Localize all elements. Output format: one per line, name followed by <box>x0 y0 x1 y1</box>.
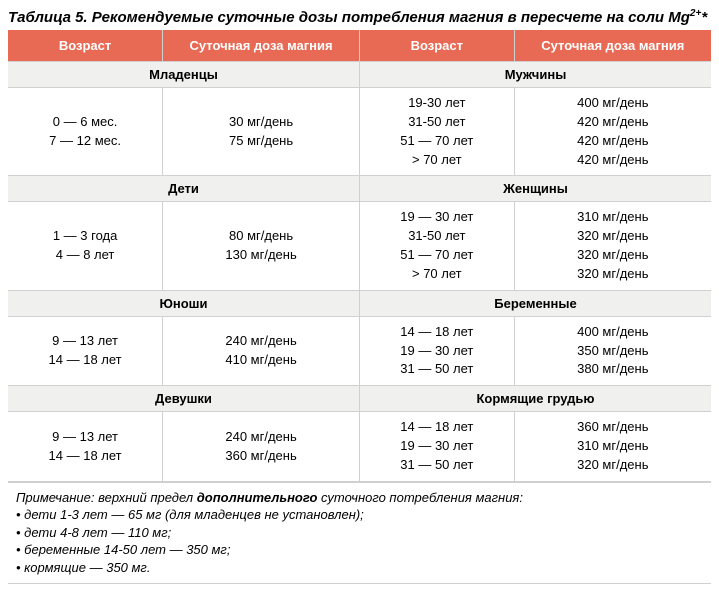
header-dose-right: Суточная доза магния <box>514 30 711 62</box>
magnesium-table: Возраст Суточная доза магния Возраст Сут… <box>8 30 711 482</box>
section-header-left: Дети <box>8 176 359 202</box>
table-title: Таблица 5. Рекомендуемые суточные дозы п… <box>8 8 711 26</box>
age-cell-right: 19-30 лет31-50 лет51 — 70 лет> 70 лет <box>359 88 514 176</box>
footnote-intro-bold: дополнительного <box>197 490 318 505</box>
dose-cell-right: 400 мг/день350 мг/день380 мг/день <box>514 316 711 386</box>
footnote-line: • дети 4-8 лет — 110 мг; <box>16 524 703 542</box>
dose-cell-left: 30 мг/день75 мг/день <box>163 88 360 176</box>
title-suffix: * <box>701 9 707 26</box>
age-cell-left: 0 — 6 мес.7 — 12 мес. <box>8 88 163 176</box>
footnote-line: • дети 1-3 лет — 65 мг (для младенцев не… <box>16 506 703 524</box>
age-cell-right: 19 — 30 лет31-50 лет51 — 70 лет> 70 лет <box>359 202 514 290</box>
dose-cell-right: 360 мг/день310 мг/день320 мг/день <box>514 412 711 482</box>
section-header-left: Юноши <box>8 290 359 316</box>
footnote-line: • кормящие — 350 мг. <box>16 559 703 577</box>
section-header-row: ДевушкиКормящие грудью <box>8 386 711 412</box>
title-prefix: Таблица 5. Рекомендуемые суточные дозы п… <box>8 9 690 26</box>
age-cell-right: 14 — 18 лет19 — 30 лет31 — 50 лет <box>359 316 514 386</box>
header-age-left: Возраст <box>8 30 163 62</box>
section-header-left: Девушки <box>8 386 359 412</box>
dose-cell-left: 240 мг/день410 мг/день <box>163 316 360 386</box>
section-header-right: Мужчины <box>359 62 711 88</box>
footnote-intro-before: Примечание: верхний предел <box>16 490 197 505</box>
title-superscript: 2+ <box>690 8 701 19</box>
footnote-intro-after: суточного потребления магния: <box>317 490 523 505</box>
section-header-right: Беременные <box>359 290 711 316</box>
age-cell-right: 14 — 18 лет19 — 30 лет31 — 50 лет <box>359 412 514 482</box>
age-cell-left: 9 — 13 лет14 — 18 лет <box>8 412 163 482</box>
section-data-row: 9 — 13 лет14 — 18 лет240 мг/день360 мг/д… <box>8 412 711 482</box>
dose-cell-left: 80 мг/день130 мг/день <box>163 202 360 290</box>
footnote-line: • беременные 14-50 лет — 350 мг; <box>16 541 703 559</box>
header-row: Возраст Суточная доза магния Возраст Сут… <box>8 30 711 62</box>
dose-cell-right: 310 мг/день320 мг/день320 мг/день320 мг/… <box>514 202 711 290</box>
section-header-right: Кормящие грудью <box>359 386 711 412</box>
section-data-row: 1 — 3 года4 — 8 лет80 мг/день130 мг/день… <box>8 202 711 290</box>
age-cell-left: 1 — 3 года4 — 8 лет <box>8 202 163 290</box>
section-header-row: ЮношиБеременные <box>8 290 711 316</box>
section-header-right: Женщины <box>359 176 711 202</box>
header-dose-left: Суточная доза магния <box>163 30 360 62</box>
age-cell-left: 9 — 13 лет14 — 18 лет <box>8 316 163 386</box>
dose-cell-left: 240 мг/день360 мг/день <box>163 412 360 482</box>
section-header-row: ДетиЖенщины <box>8 176 711 202</box>
section-header-row: МладенцыМужчины <box>8 62 711 88</box>
section-header-left: Младенцы <box>8 62 359 88</box>
header-age-right: Возраст <box>359 30 514 62</box>
section-data-row: 9 — 13 лет14 — 18 лет240 мг/день410 мг/д… <box>8 316 711 386</box>
section-data-row: 0 — 6 мес.7 — 12 мес.30 мг/день75 мг/ден… <box>8 88 711 176</box>
dose-cell-right: 400 мг/день420 мг/день420 мг/день420 мг/… <box>514 88 711 176</box>
footnote: Примечание: верхний предел дополнительно… <box>8 482 711 584</box>
